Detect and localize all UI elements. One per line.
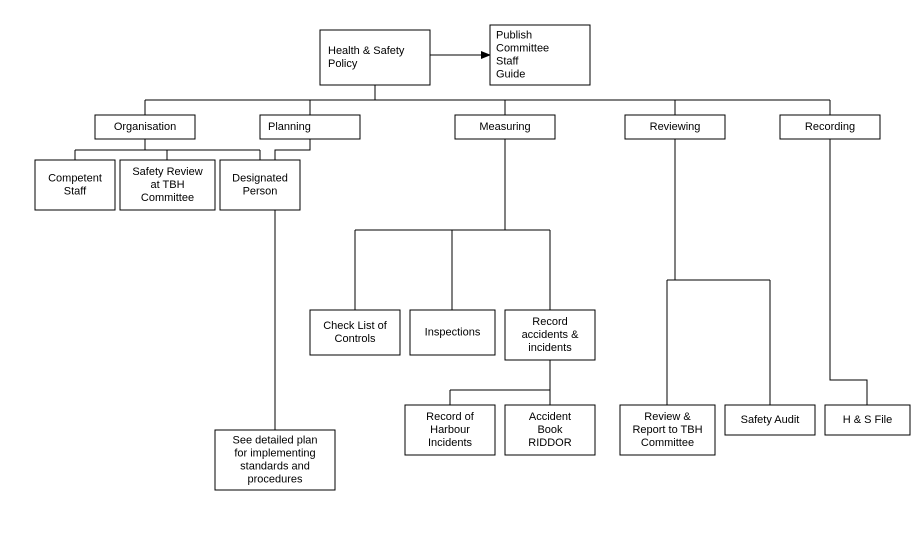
node-label: Record <box>532 316 567 328</box>
node-safetyrev: Safety Reviewat TBHCommittee <box>120 160 215 210</box>
node-accbook: AccidentBookRIDDOR <box>505 405 595 455</box>
node-label: Controls <box>335 333 376 345</box>
node-measuring: Measuring <box>455 115 555 139</box>
node-reviewing: Reviewing <box>625 115 725 139</box>
hs-org-chart: Health & SafetyPolicy Publish Committee S… <box>0 0 921 556</box>
node-planning: Planning <box>260 115 360 139</box>
node-label: Measuring <box>479 121 530 133</box>
node-label: Committee <box>141 192 194 204</box>
node-reviewrep: Review &Report to TBHCommittee <box>620 405 715 455</box>
connector <box>830 139 867 405</box>
node-label: standards and <box>240 461 310 473</box>
node-hsfile: H & S File <box>825 405 910 435</box>
node-label: Publish <box>496 30 532 42</box>
node-hspolicy: Health & SafetyPolicy <box>320 30 430 85</box>
node-label: Recording <box>805 121 855 133</box>
node-label: Staff <box>496 56 519 68</box>
node-organisation: Organisation <box>95 115 195 139</box>
node-label: Planning <box>268 121 311 133</box>
node-label: accidents & <box>522 329 580 341</box>
node-label: Inspections <box>425 327 481 339</box>
node-checklist: Check List ofControls <box>310 310 400 355</box>
node-label: RIDDOR <box>528 437 571 449</box>
node-label: Harbour <box>430 424 470 436</box>
node-label: Staff <box>64 186 87 198</box>
node-label: Committee <box>641 437 694 449</box>
nodes: Health & SafetyPolicy Publish Committee S… <box>35 25 910 490</box>
node-compstaff: CompetentStaff <box>35 160 115 210</box>
node-label: Person <box>243 186 278 198</box>
node-label: Book <box>537 424 563 436</box>
node-label: See detailed plan <box>232 435 317 447</box>
node-label: Organisation <box>114 121 176 133</box>
node-label: Policy <box>328 58 358 70</box>
node-label: for implementing <box>234 448 315 460</box>
node-label: Accident <box>529 411 571 423</box>
node-designated: DesignatedPerson <box>220 160 300 210</box>
node-label: Record of <box>426 411 475 423</box>
node-label: Guide <box>496 69 525 81</box>
node-label: Health & Safety <box>328 45 405 57</box>
node-label: Review & <box>644 411 691 423</box>
node-label: Incidents <box>428 437 473 449</box>
node-publish: Publish Committee Staff Guide <box>490 25 590 85</box>
node-label: H & S File <box>843 414 893 426</box>
node-label: incidents <box>528 342 572 354</box>
node-label: Safety Audit <box>741 414 800 426</box>
node-label: Committee <box>496 43 549 55</box>
node-safetyaudit: Safety Audit <box>725 405 815 435</box>
node-label: Reviewing <box>650 121 701 133</box>
node-label: Check List of <box>323 320 388 332</box>
node-label: procedures <box>247 474 303 486</box>
node-label: Designated <box>232 173 288 185</box>
node-label: Report to TBH <box>632 424 702 436</box>
connectors <box>75 55 867 430</box>
node-recordacc: Recordaccidents &incidents <box>505 310 595 360</box>
node-label: Safety Review <box>132 166 202 178</box>
node-label: Competent <box>48 173 102 185</box>
node-inspections: Inspections <box>410 310 495 355</box>
node-recording: Recording <box>780 115 880 139</box>
node-seedetail: See detailed planfor implementingstandar… <box>215 430 335 490</box>
node-recordharb: Record ofHarbourIncidents <box>405 405 495 455</box>
node-label: at TBH <box>150 179 184 191</box>
